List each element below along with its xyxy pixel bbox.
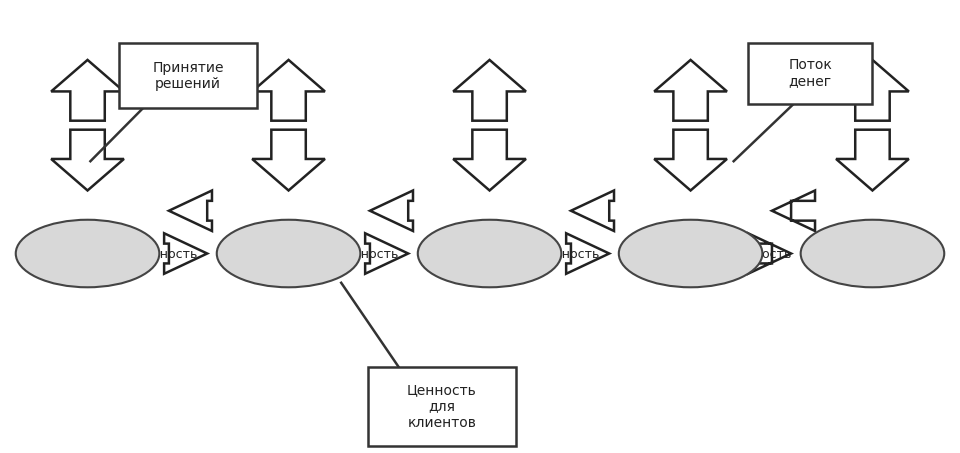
- Polygon shape: [164, 233, 207, 274]
- Text: Ценность
для
клиентов: Ценность для клиентов: [407, 383, 476, 430]
- Polygon shape: [654, 60, 727, 120]
- Polygon shape: [370, 190, 413, 231]
- Polygon shape: [571, 190, 614, 231]
- Polygon shape: [566, 233, 610, 274]
- Polygon shape: [365, 233, 408, 274]
- Polygon shape: [51, 130, 124, 190]
- Polygon shape: [772, 190, 815, 231]
- Text: Принятие
решений: Принятие решений: [153, 61, 224, 91]
- Text: Поток
денег: Поток денег: [788, 58, 832, 88]
- Polygon shape: [453, 130, 526, 190]
- Circle shape: [619, 220, 762, 287]
- Text: Ценность: Ценность: [134, 247, 198, 260]
- Text: Ценность: Ценность: [336, 247, 399, 260]
- Text: Ценность: Ценность: [537, 247, 600, 260]
- Polygon shape: [836, 130, 909, 190]
- Circle shape: [418, 220, 562, 287]
- Text: Ценность: Ценность: [729, 247, 792, 260]
- Polygon shape: [836, 60, 909, 120]
- Polygon shape: [453, 60, 526, 120]
- Polygon shape: [51, 60, 124, 120]
- FancyBboxPatch shape: [368, 367, 516, 446]
- Polygon shape: [169, 190, 212, 231]
- Circle shape: [217, 220, 360, 287]
- FancyBboxPatch shape: [119, 43, 257, 108]
- Circle shape: [15, 220, 159, 287]
- Circle shape: [801, 220, 945, 287]
- FancyBboxPatch shape: [748, 43, 873, 104]
- Polygon shape: [748, 233, 791, 274]
- Polygon shape: [252, 60, 324, 120]
- Polygon shape: [654, 130, 727, 190]
- Polygon shape: [252, 130, 324, 190]
